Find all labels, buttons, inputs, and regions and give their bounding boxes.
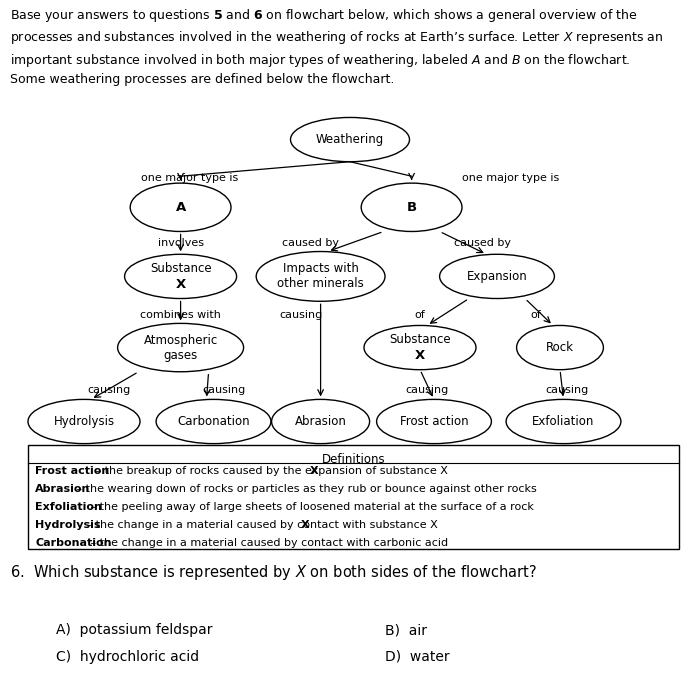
Text: Abrasion: Abrasion: [35, 484, 90, 493]
Text: X: X: [310, 466, 319, 475]
Text: Rock: Rock: [546, 341, 574, 354]
Text: Abrasion: Abrasion: [295, 415, 346, 428]
Text: Frost action: Frost action: [35, 466, 109, 475]
Text: A)  potassium feldspar: A) potassium feldspar: [56, 623, 213, 637]
Ellipse shape: [118, 323, 244, 372]
Ellipse shape: [517, 325, 603, 370]
Ellipse shape: [125, 254, 237, 299]
Text: Impacts with
other minerals: Impacts with other minerals: [277, 263, 364, 290]
Text: caused by: caused by: [282, 238, 340, 248]
Text: – the change in a material caused by contact with carbonic acid: – the change in a material caused by con…: [88, 538, 449, 547]
Text: C)  hydrochloric acid: C) hydrochloric acid: [56, 650, 199, 663]
Text: Exfoliation: Exfoliation: [532, 415, 595, 428]
Text: Base your answers to questions $\mathbf{5}$ and $\mathbf{6}$ on flowchart below,: Base your answers to questions $\mathbf{…: [10, 7, 664, 86]
Ellipse shape: [130, 183, 231, 231]
Ellipse shape: [361, 183, 462, 231]
Text: X: X: [176, 278, 186, 291]
Text: Hydrolysis: Hydrolysis: [35, 520, 101, 529]
Text: causing: causing: [202, 385, 246, 395]
Text: of: of: [531, 310, 542, 320]
Text: one major type is: one major type is: [141, 173, 238, 183]
Text: D)  water: D) water: [385, 650, 449, 663]
Text: B: B: [407, 201, 416, 214]
Text: Expansion: Expansion: [467, 270, 527, 283]
Text: 6.  Which substance is represented by $X$ on both sides of the flowchart?: 6. Which substance is represented by $X$…: [10, 563, 538, 582]
Text: – the wearing down of rocks or particles as they rub or bounce against other roc: – the wearing down of rocks or particles…: [73, 484, 537, 493]
Text: – the breakup of rocks caused by the expansion of substance X: – the breakup of rocks caused by the exp…: [92, 466, 448, 475]
Text: Exfoliation: Exfoliation: [35, 502, 102, 511]
Text: A: A: [176, 201, 186, 214]
Text: Definitions: Definitions: [322, 453, 385, 466]
Text: involves: involves: [158, 238, 204, 248]
Text: Carbonation: Carbonation: [177, 415, 250, 428]
Ellipse shape: [364, 325, 476, 370]
Ellipse shape: [440, 254, 554, 299]
Text: causing: causing: [87, 385, 130, 395]
FancyBboxPatch shape: [28, 445, 679, 549]
Text: X: X: [300, 520, 309, 529]
Ellipse shape: [290, 117, 410, 162]
Ellipse shape: [156, 399, 271, 444]
Text: Atmospheric
gases: Atmospheric gases: [144, 334, 218, 361]
Text: – the change in a material caused by contact with substance X: – the change in a material caused by con…: [83, 520, 438, 529]
Text: – the peeling away of large sheets of loosened material at the surface of a rock: – the peeling away of large sheets of lo…: [88, 502, 534, 511]
Text: causing: causing: [405, 385, 449, 395]
Text: of: of: [414, 310, 426, 320]
Text: Frost action: Frost action: [400, 415, 468, 428]
Text: Substance: Substance: [150, 262, 211, 275]
Ellipse shape: [377, 399, 491, 444]
Text: Substance: Substance: [389, 333, 451, 346]
Ellipse shape: [256, 252, 385, 301]
Text: X: X: [415, 349, 425, 362]
Ellipse shape: [272, 399, 370, 444]
Text: Hydrolysis: Hydrolysis: [53, 415, 115, 428]
Text: Weathering: Weathering: [316, 133, 384, 146]
Text: causing: causing: [279, 310, 323, 320]
Ellipse shape: [506, 399, 621, 444]
Ellipse shape: [28, 399, 140, 444]
Text: caused by: caused by: [454, 238, 512, 248]
Text: one major type is: one major type is: [462, 173, 559, 183]
Text: Carbonation: Carbonation: [35, 538, 111, 547]
Text: causing: causing: [545, 385, 589, 395]
Text: B)  air: B) air: [385, 623, 427, 637]
Text: combines with: combines with: [140, 310, 221, 320]
